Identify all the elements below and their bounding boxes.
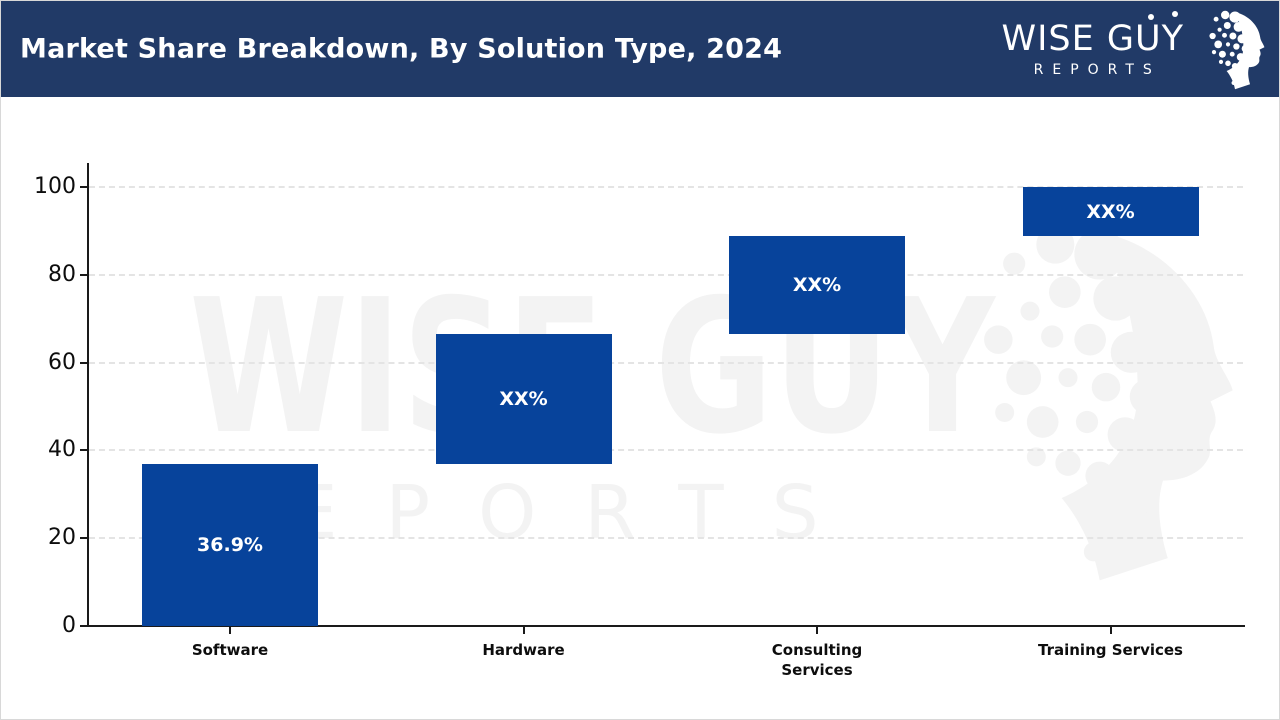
- y-tick-label: 100: [34, 174, 76, 199]
- x-tick-label-training-services: Training Services: [1038, 641, 1183, 659]
- bar-consulting-services: XX%: [729, 236, 905, 334]
- x-tick-label-hardware: Hardware: [482, 641, 565, 659]
- x-tick-mark: [229, 627, 231, 634]
- y-tick-mark: [80, 361, 88, 364]
- y-tick-label: 80: [48, 261, 76, 287]
- y-tick-mark: [80, 537, 88, 540]
- y-tick-mark: [80, 449, 88, 452]
- brand-subtitle: REPORTS: [1033, 62, 1161, 78]
- y-tick-label: 40: [48, 437, 76, 463]
- x-tick-mark: [1109, 627, 1112, 634]
- bar-value-label: 36.9%: [197, 533, 263, 556]
- y-tick-mark: [80, 273, 88, 276]
- y-tick-label: 60: [48, 349, 76, 375]
- bar-value-label: XX%: [792, 273, 842, 296]
- bar-training-services: XX%: [1022, 187, 1199, 237]
- bar-hardware: XX%: [435, 333, 612, 464]
- page-title: Market Share Breakdown, By Solution Type…: [20, 33, 783, 64]
- gridline: [89, 361, 1243, 364]
- y-tick-label: 20: [48, 525, 76, 551]
- wise-guy-reports-logo: WISE GUY REPORTS: [1001, 8, 1270, 92]
- y-tick-label: 0: [62, 613, 76, 638]
- dot-accent-icon: [1172, 11, 1178, 17]
- gridline: [89, 449, 1243, 452]
- y-tick-mark: [80, 186, 88, 188]
- bar-software: 36.9%: [142, 464, 318, 626]
- bar-value-label: XX%: [1086, 200, 1135, 223]
- brand-wordmark: WISE GUY REPORTS: [1001, 19, 1184, 79]
- bar-value-label: XX%: [499, 387, 548, 410]
- dot-accent-icon: [1148, 14, 1154, 20]
- brand-name: WISE GUY: [1001, 19, 1184, 59]
- header: Market Share Breakdown, By Solution Type…: [0, 0, 1280, 97]
- x-tick-mark: [522, 627, 525, 634]
- x-tick-mark: [816, 627, 818, 634]
- gridline: [89, 273, 1243, 276]
- gridline: [89, 537, 1243, 540]
- x-tick-label-software: Software: [191, 641, 269, 659]
- x-tick-label-consulting-services: Consulting Services: [771, 641, 863, 679]
- gridline: [89, 186, 1243, 188]
- head-profile-logo-icon: [1209, 10, 1265, 90]
- y-axis-line: [87, 163, 89, 627]
- x-axis-line: [87, 625, 1245, 627]
- y-tick-mark: [80, 625, 88, 627]
